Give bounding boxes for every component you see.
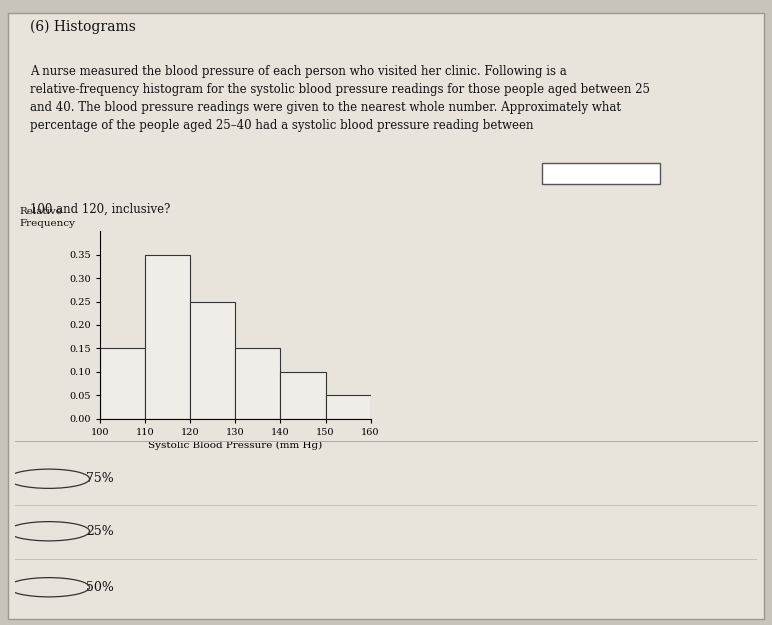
Bar [100,349,145,419]
FancyBboxPatch shape [542,163,660,184]
Bar [326,396,371,419]
Text: 25%: 25% [86,525,113,538]
Text: 100 and 120, inclusive?: 100 and 120, inclusive? [30,202,171,216]
Text: 50%: 50% [86,581,113,594]
Text: Relative
Frequency: Relative Frequency [19,208,76,227]
Bar [235,349,280,419]
Text: (6) Histograms: (6) Histograms [30,19,136,34]
X-axis label: Systolic Blood Pressure (mm Hg): Systolic Blood Pressure (mm Hg) [148,441,323,450]
Text: A nurse measured the blood pressure of each person who visited her clinic. Follo: A nurse measured the blood pressure of e… [30,65,650,132]
Bar [280,372,326,419]
Bar [145,255,191,419]
Bar [191,301,235,419]
Text: 75%: 75% [86,472,113,485]
